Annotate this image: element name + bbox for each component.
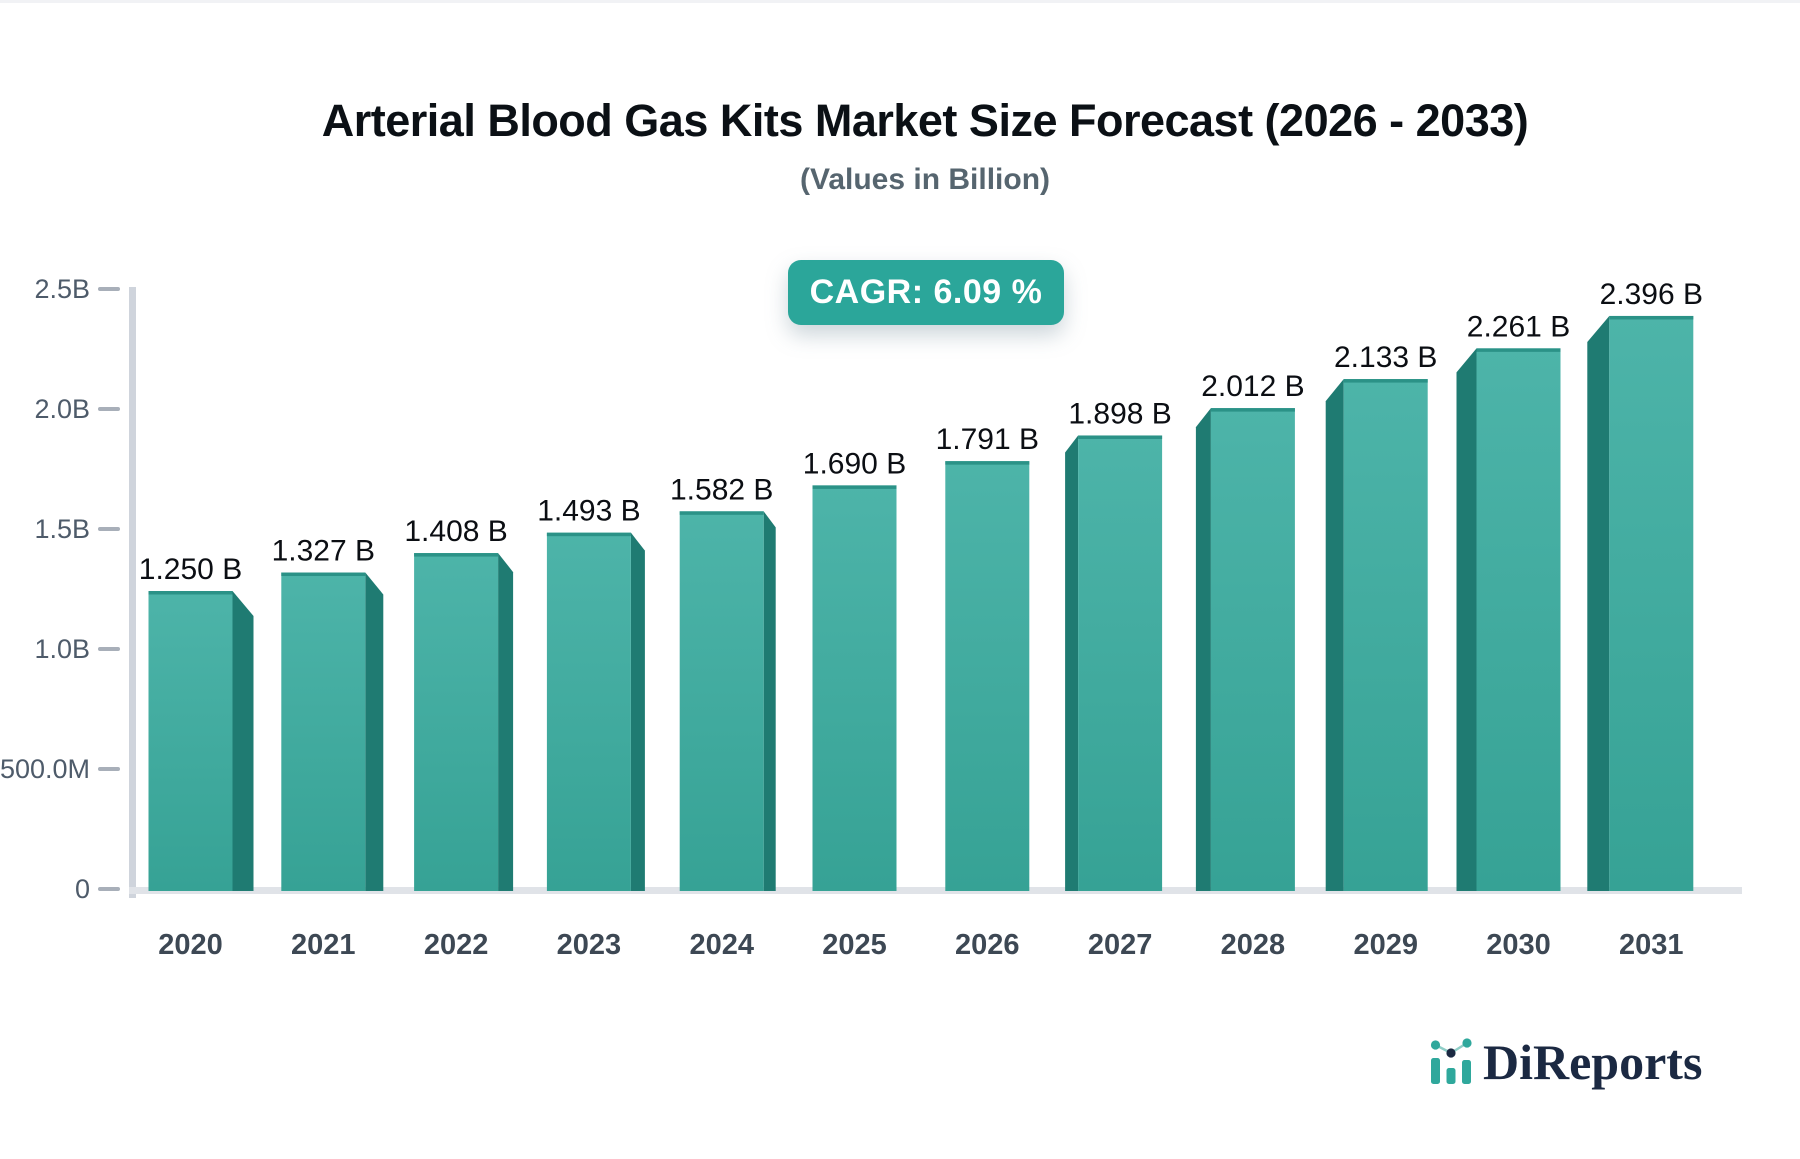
y-axis-line — [129, 287, 136, 898]
bar-cap-2022 — [414, 553, 499, 557]
x-axis-label-2031: 2031 — [1619, 929, 1684, 961]
bar-value-label-2026: 1.791 B — [936, 423, 1039, 456]
bar-chart-plot: 2.5B 2.0B 1.5B 1.0B 500.0M 0 1.250 B 2020 1.327 … — [0, 274, 1742, 961]
y-axis-tick — [98, 767, 120, 771]
brand-logo-icon — [1430, 1038, 1472, 1084]
x-axis-label-2022: 2022 — [424, 929, 489, 961]
bar-2029 — [1343, 379, 1428, 891]
x-axis-label-2024: 2024 — [689, 929, 754, 961]
y-axis-tick — [98, 647, 120, 651]
bar-cap-2026 — [945, 461, 1030, 465]
bar-value-label-2025: 1.690 B — [803, 447, 906, 480]
chart-title: Arterial Blood Gas Kits Market Size Fore… — [321, 95, 1529, 146]
y-axis-tick — [98, 287, 120, 291]
bar-cap-2031 — [1609, 315, 1694, 320]
bar-cap-2027 — [1078, 435, 1163, 439]
y-axis-label-1.0B: 1.0B — [34, 634, 90, 664]
bar-2020 — [148, 591, 233, 891]
bar-value-label-2022: 1.408 B — [404, 515, 507, 548]
x-axis-label-2023: 2023 — [557, 929, 622, 961]
bar-cap-2020 — [148, 591, 233, 595]
x-axis-label-2026: 2026 — [955, 929, 1020, 961]
y-axis-label-500.0M: 500.0M — [0, 754, 90, 784]
bar-2024 — [679, 511, 764, 891]
bar-2027 — [1078, 435, 1163, 891]
x-axis-label-2030: 2030 — [1486, 929, 1551, 961]
bar-value-label-2030: 2.261 B — [1467, 310, 1570, 343]
bar-side-2031 — [1587, 315, 1610, 892]
y-axis-label-2.5B: 2.5B — [34, 274, 90, 304]
x-axis-label-2027: 2027 — [1088, 929, 1153, 961]
bar-side-2028 — [1195, 408, 1211, 891]
bar-value-label-2020: 1.250 B — [139, 553, 242, 586]
bar-cap-2023 — [546, 532, 631, 537]
x-axis-label-2020: 2020 — [158, 929, 223, 961]
y-axis-tick — [98, 407, 120, 411]
bar-side-2020 — [232, 591, 254, 891]
bar-side-2024 — [763, 511, 776, 891]
bar-side-2029 — [1325, 379, 1344, 891]
bar-cap-2028 — [1210, 408, 1295, 412]
bar-2030 — [1476, 348, 1561, 891]
x-axis-label-2021: 2021 — [291, 929, 356, 961]
bar-cap-2021 — [281, 572, 366, 577]
x-axis-line — [129, 887, 1742, 894]
bar-side-2030 — [1456, 348, 1477, 891]
cagr-badge: CAGR: 6.09 % — [788, 260, 1064, 325]
bar-2023 — [546, 532, 631, 891]
bar-side-2022 — [498, 553, 514, 891]
bar-value-label-2021: 1.327 B — [272, 535, 375, 568]
bar-value-label-2031: 2.396 B — [1600, 278, 1703, 311]
y-axis-tick — [98, 527, 120, 531]
bar-side-2027 — [1065, 435, 1079, 891]
bar-value-label-2023: 1.493 B — [537, 495, 640, 528]
bar-cap-2029 — [1343, 379, 1428, 383]
y-axis-label-2.0B: 2.0B — [34, 394, 90, 424]
x-axis-label-2029: 2029 — [1353, 929, 1418, 961]
bar-value-label-2028: 2.012 B — [1201, 370, 1304, 403]
bar-cap-2024 — [679, 511, 764, 515]
bar-2021 — [281, 572, 366, 891]
bar-value-label-2029: 2.133 B — [1334, 341, 1437, 374]
bar-2022 — [414, 553, 499, 891]
bar-cap-2030 — [1476, 348, 1561, 352]
chart-subtitle: (Values in Billion) — [799, 163, 1051, 196]
bar-cap-2025 — [812, 485, 897, 489]
y-axis-label-0: 0 — [75, 874, 90, 904]
bar-side-2023 — [630, 532, 645, 891]
y-axis-tick — [98, 887, 120, 891]
bar-2028 — [1210, 408, 1295, 891]
bar-2031 — [1609, 315, 1694, 892]
brand-name: DiReports — [1483, 1034, 1703, 1090]
x-axis-label-2028: 2028 — [1221, 929, 1286, 961]
bar-value-label-2024: 1.582 B — [670, 473, 773, 506]
bar-side-2021 — [365, 572, 384, 891]
brand-logo[interactable]: DiReports — [1429, 1037, 1702, 1087]
x-axis-label-2025: 2025 — [822, 929, 887, 961]
bar-2026 — [945, 461, 1030, 891]
bar-value-label-2027: 1.898 B — [1068, 397, 1171, 430]
bar-2025 — [812, 485, 897, 891]
y-axis-label-1.5B: 1.5B — [34, 514, 90, 544]
